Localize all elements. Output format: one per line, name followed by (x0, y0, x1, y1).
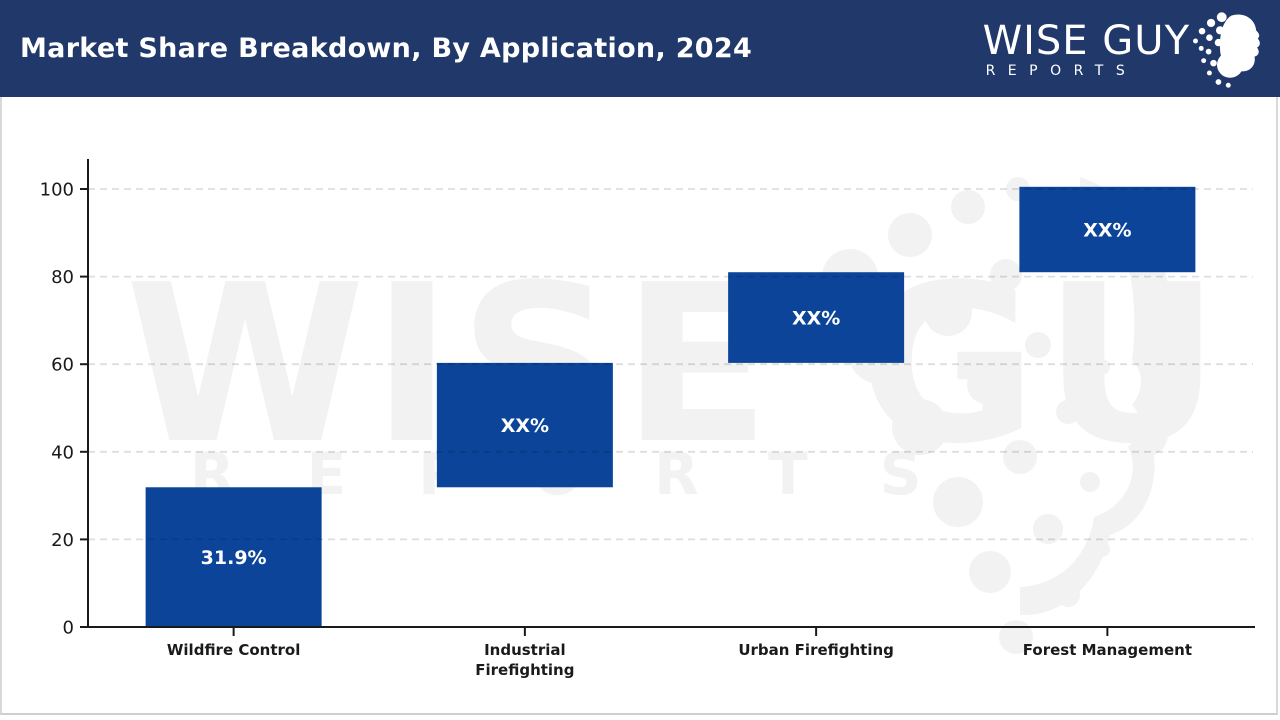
brand-logo-text: WISE GUY REPORTS (983, 21, 1190, 78)
y-tick-label: 60 (51, 355, 74, 376)
bar-segment (145, 487, 322, 627)
header: Market Share Breakdown, By Application, … (0, 0, 1280, 97)
bar-value-label: 31.9% (201, 547, 267, 569)
y-tick-label: 80 (51, 267, 74, 288)
logo-wordmark: WISE GUY (982, 18, 1190, 64)
logo-subtitle: REPORTS (985, 63, 1138, 79)
page-title: Market Share Breakdown, By Application, … (20, 33, 753, 64)
bar-chart: 0 20 40 60 80 100 31.9% XX% XX% XX% Wildfire Contr… (40, 159, 1255, 679)
logo-head-icon (1193, 11, 1260, 88)
bar-segment (436, 362, 613, 488)
y-tick-label: 40 (51, 442, 74, 463)
bar-value-label: XX% (792, 308, 840, 330)
x-category-label: Forest Management (1023, 641, 1192, 659)
bar-value-label: XX% (1083, 220, 1131, 242)
y-tick-label: 0 (63, 618, 74, 639)
x-category-label: Wildfire Control (167, 641, 300, 659)
x-category-label: Urban Firefighting (738, 641, 894, 659)
y-tick-label: 100 (40, 180, 74, 201)
x-category-label: Industrial Firefighting (475, 641, 574, 679)
bar-value-label: XX% (501, 415, 549, 437)
brand-logo: WISE GUY REPORTS (983, 8, 1266, 92)
y-tick-label: 20 (51, 530, 74, 551)
